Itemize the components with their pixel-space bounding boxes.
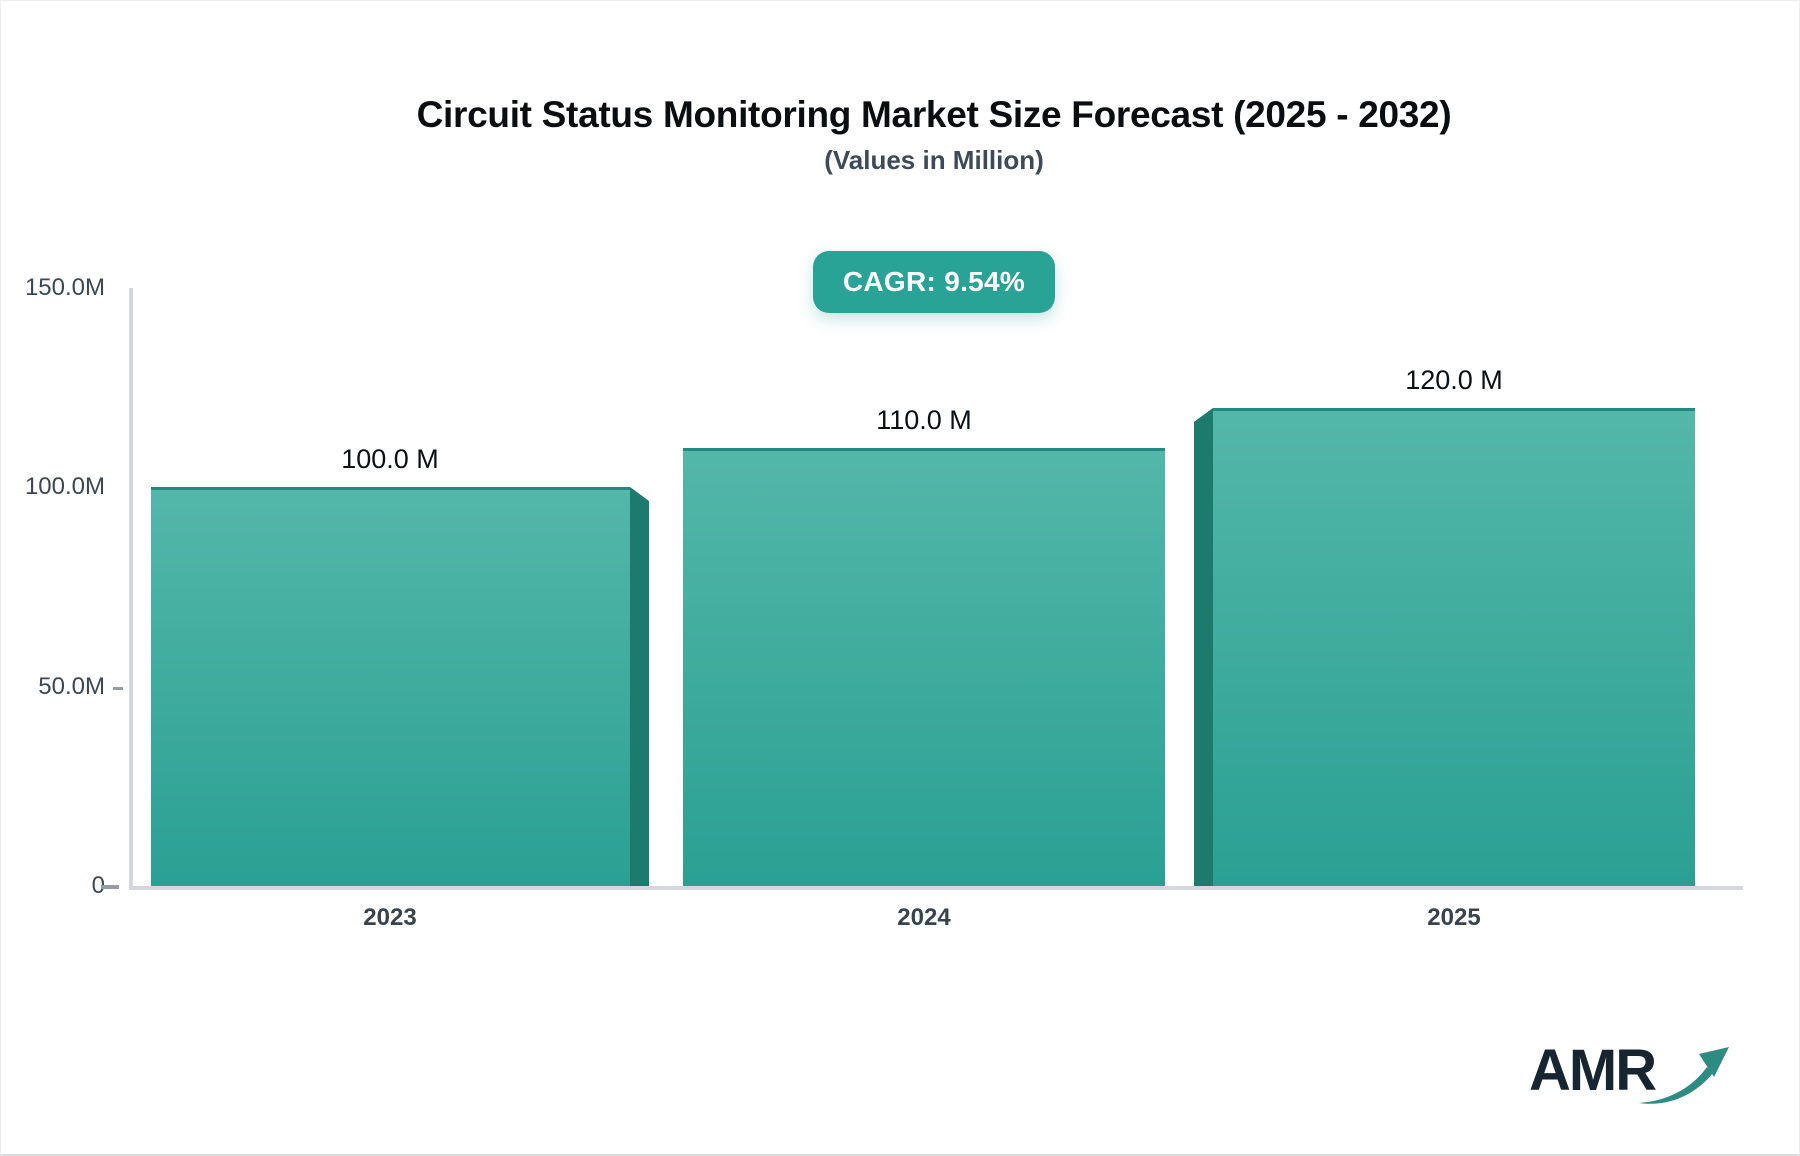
y-axis-tick-label-50m: 50.0M: [38, 673, 105, 700]
bar-value-label-2024: 110.0 M: [876, 405, 972, 435]
chart-title: Circuit Status Monitoring Market Size Fo…: [416, 94, 1452, 135]
x-axis-label-2024: 2024: [897, 904, 951, 931]
chart-header: Circuit Status Monitoring Market Size Fo…: [129, 93, 1739, 313]
amr-logo-text: AMR: [1529, 1038, 1657, 1103]
y-axis-tick-mark-50m: [113, 687, 123, 690]
x-axis-label-2023: 2023: [363, 904, 417, 931]
y-axis-tick-label-100m: 100.0M: [24, 473, 105, 500]
bar-value-label-2025: 120.0 M: [1405, 365, 1503, 395]
y-axis-tick-label-0: 0: [91, 872, 105, 899]
bar-2023-side-face: [630, 487, 649, 886]
x-axis-line: [129, 886, 1743, 890]
chart-subtitle: (Values in Million): [824, 145, 1044, 175]
y-axis-tick-mark-0: [101, 885, 119, 889]
y-axis-line: [129, 288, 133, 888]
bar-2024: [683, 448, 1165, 886]
amr-logo: AMR: [1521, 1031, 1741, 1121]
y-axis-tick-label-150m: 150.0M: [24, 274, 105, 301]
bar-2025-side-face: [1194, 408, 1213, 886]
bar-2025: [1213, 408, 1695, 886]
cagr-badge: CAGR: 9.54%: [812, 251, 1056, 313]
x-axis-label-2025: 2025: [1427, 904, 1481, 931]
growth-arrow-icon: [1639, 1047, 1729, 1104]
bar-2023: [151, 487, 630, 886]
bar-value-label-2023: 100.0 M: [341, 444, 439, 474]
